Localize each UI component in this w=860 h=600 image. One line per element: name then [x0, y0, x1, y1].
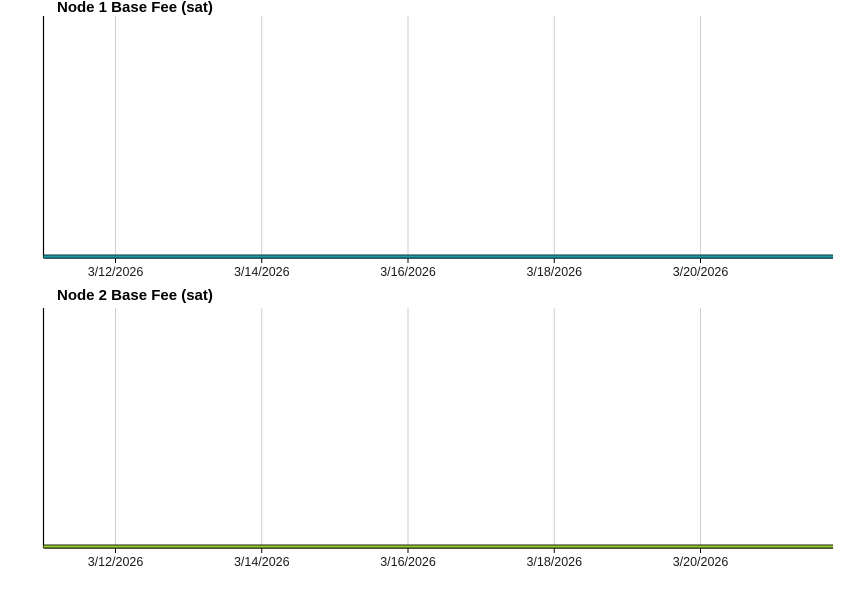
x-tick-label: 3/18/2026: [526, 265, 582, 279]
x-tick-label: 3/12/2026: [88, 555, 144, 569]
x-tick-label: 3/12/2026: [88, 265, 144, 279]
x-tick-label: 3/20/2026: [673, 555, 729, 569]
x-tick-label: 3/16/2026: [380, 555, 436, 569]
x-tick-label: 3/14/2026: [234, 555, 290, 569]
x-tick-label: 3/18/2026: [526, 555, 582, 569]
x-tick-label: 3/14/2026: [234, 265, 290, 279]
x-tick-label: 3/20/2026: [673, 265, 729, 279]
chart-1-title: Node 1 Base Fee (sat): [57, 0, 213, 16]
chart-2-title: Node 2 Base Fee (sat): [57, 287, 213, 304]
x-tick-label: 3/16/2026: [380, 265, 436, 279]
